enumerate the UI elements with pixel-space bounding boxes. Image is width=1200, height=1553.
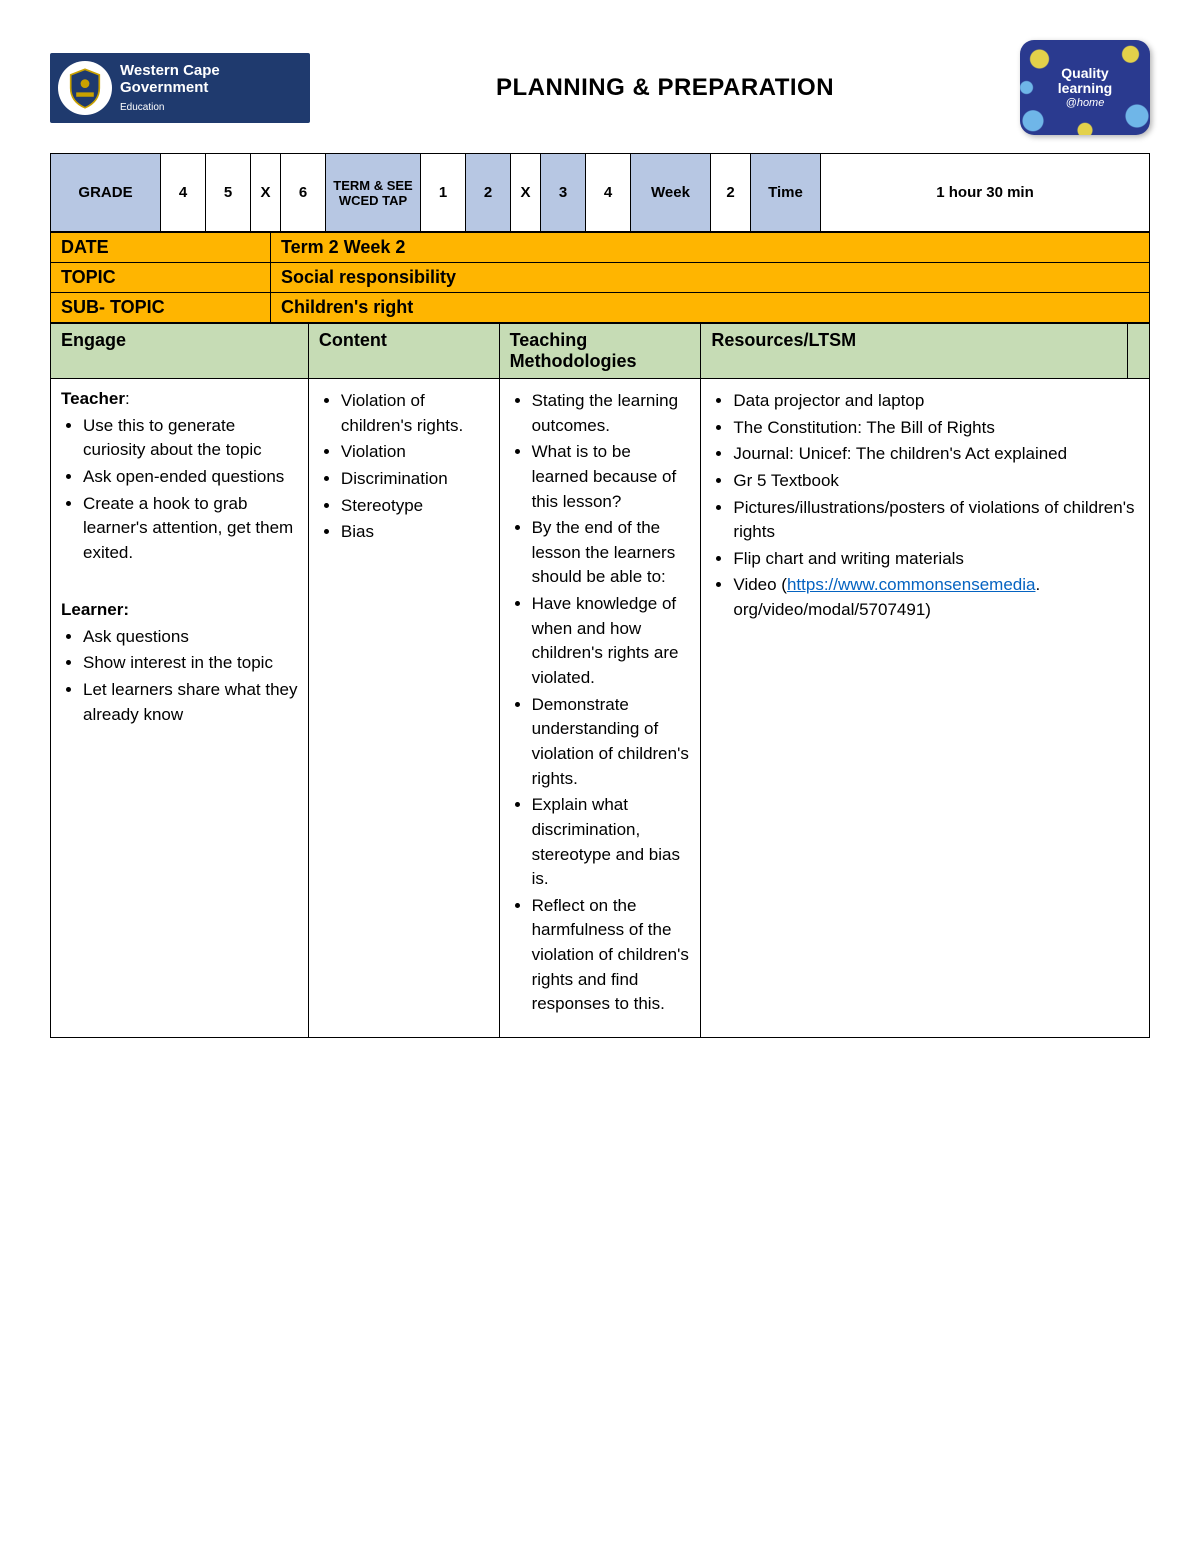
logo-quality-learning: Quality learning @home	[1020, 40, 1150, 135]
grade-x: X	[251, 154, 281, 232]
list-item: Video (https://www.commonsensemedia. org…	[733, 573, 1139, 622]
list-item: The Constitution: The Bill of Rights	[733, 416, 1139, 441]
logo-line1: Western Cape	[120, 62, 220, 79]
col-header-method: Teaching Methodologies	[499, 324, 701, 379]
list-item: By the end of the lesson the learners sh…	[532, 516, 691, 590]
week-value: 2	[711, 154, 751, 232]
grade-label: GRADE	[51, 154, 161, 232]
list-item: Bias	[341, 520, 489, 545]
list-item: Explain what discrimination, stereotype …	[532, 793, 691, 892]
term-1: 1	[421, 154, 466, 232]
term-3: 3	[541, 154, 586, 232]
list-item: Stating the learning outcomes.	[532, 389, 691, 438]
logo-line2: Government	[120, 79, 220, 96]
list-item: Ask open-ended questions	[83, 465, 298, 490]
video-prefix: Video (	[733, 575, 787, 594]
amber-row: DATE Term 2 Week 2	[51, 233, 1150, 263]
term-4: 4	[586, 154, 631, 232]
time-label: Time	[751, 154, 821, 232]
list-item: Reflect on the harmfulness of the violat…	[532, 894, 691, 1017]
list-item: Pictures/illustrations/posters of violat…	[733, 496, 1139, 545]
engage-cell: Teacher: Use this to generate curiosity …	[51, 379, 309, 1038]
grade-6: 6	[281, 154, 326, 232]
logo-text: Western Cape Government Education	[120, 62, 220, 114]
logo-right-line2: learning	[1058, 81, 1112, 96]
teacher-label: Teacher	[61, 389, 125, 408]
lesson-plan-table: Engage Content Teaching Methodologies Re…	[50, 323, 1150, 1038]
list-item: Have knowledge of when and how children'…	[532, 592, 691, 691]
amber-subtopic-value: Children's right	[271, 293, 1150, 323]
logo-right-line1: Quality	[1061, 66, 1108, 81]
teacher-list: Use this to generate curiosity about the…	[61, 414, 298, 566]
col-header-resources: Resources/LTSM	[701, 324, 1127, 379]
amber-row: SUB- TOPIC Children's right	[51, 293, 1150, 323]
col-header-content: Content	[308, 324, 499, 379]
crest-icon	[58, 61, 112, 115]
grade-4: 4	[161, 154, 206, 232]
video-link[interactable]: https://www.commonsensemedia	[787, 575, 1036, 594]
method-list: Stating the learning outcomes. What is t…	[510, 389, 691, 1017]
learner-label: Learner:	[61, 600, 129, 619]
amber-date-value: Term 2 Week 2	[271, 233, 1150, 263]
col-header-engage: Engage	[51, 324, 309, 379]
list-item: Flip chart and writing materials	[733, 547, 1139, 572]
list-item: Show interest in the topic	[83, 651, 298, 676]
amber-date-label: DATE	[51, 233, 271, 263]
content-list: Violation of children's rights. Violatio…	[319, 389, 489, 545]
resources-list: Data projector and laptop The Constituti…	[711, 389, 1139, 623]
resources-cell: Data projector and laptop The Constituti…	[701, 379, 1150, 1038]
amber-topic-value: Social responsibility	[271, 263, 1150, 293]
logo-western-cape: Western Cape Government Education	[50, 53, 310, 123]
list-item: Let learners share what they already kno…	[83, 678, 298, 727]
list-item: Data projector and laptop	[733, 389, 1139, 414]
term-label: TERM & SEE WCED TAP	[326, 154, 421, 232]
list-item: Violation of children's rights.	[341, 389, 489, 438]
list-item: Stereotype	[341, 494, 489, 519]
method-cell: Stating the learning outcomes. What is t…	[499, 379, 701, 1038]
list-item: Violation	[341, 440, 489, 465]
list-item: Ask questions	[83, 625, 298, 650]
header-row: Western Cape Government Education PLANNI…	[50, 40, 1150, 135]
col-header-tail	[1127, 324, 1149, 379]
list-item: Gr 5 Textbook	[733, 469, 1139, 494]
content-cell: Violation of children's rights. Violatio…	[308, 379, 499, 1038]
list-item: What is to be learned because of this le…	[532, 440, 691, 514]
page-title: PLANNING & PREPARATION	[496, 74, 834, 102]
term-2: 2	[466, 154, 511, 232]
week-label: Week	[631, 154, 711, 232]
amber-rows: DATE Term 2 Week 2 TOPIC Social responsi…	[50, 232, 1150, 323]
amber-topic-label: TOPIC	[51, 263, 271, 293]
amber-row: TOPIC Social responsibility	[51, 263, 1150, 293]
time-value: 1 hour 30 min	[821, 154, 1150, 232]
grade-5: 5	[206, 154, 251, 232]
logo-right-line3: @home	[1066, 97, 1105, 109]
amber-subtopic-label: SUB- TOPIC	[51, 293, 271, 323]
learner-list: Ask questions Show interest in the topic…	[61, 625, 298, 728]
grade-term-strip: GRADE 4 5 X 6 TERM & SEE WCED TAP 1 2 X …	[50, 153, 1150, 232]
list-item: Use this to generate curiosity about the…	[83, 414, 298, 463]
list-item: Journal: Unicef: The children's Act expl…	[733, 442, 1139, 467]
list-item: Discrimination	[341, 467, 489, 492]
list-item: Demonstrate understanding of violation o…	[532, 693, 691, 792]
logo-line3: Education	[120, 102, 220, 114]
list-item: Create a hook to grab learner's attentio…	[83, 492, 298, 566]
term-x: X	[511, 154, 541, 232]
